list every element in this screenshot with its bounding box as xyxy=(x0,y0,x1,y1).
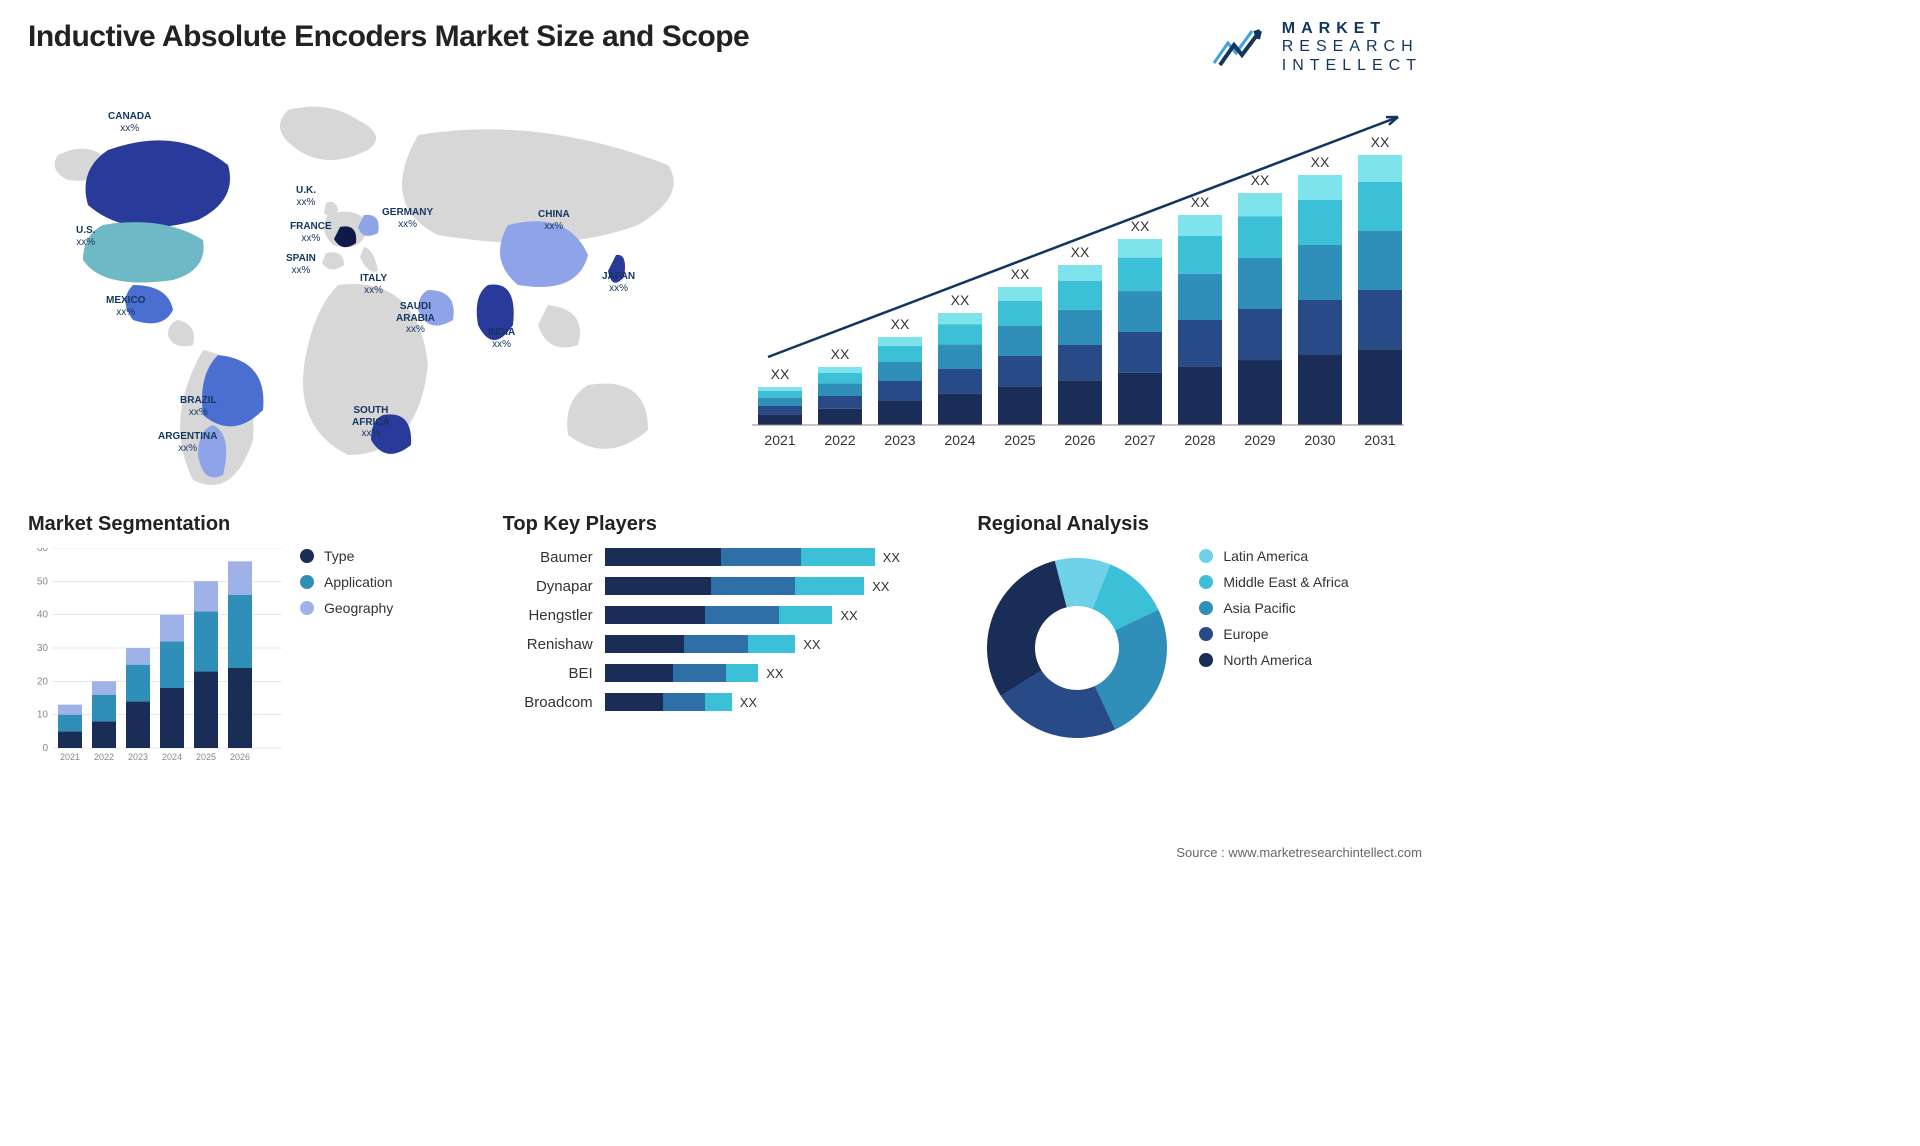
svg-text:2023: 2023 xyxy=(884,432,915,448)
segmentation-legend-item: Application xyxy=(300,574,393,590)
svg-text:XX: XX xyxy=(1071,244,1090,260)
player-name: BEI xyxy=(503,665,593,682)
map-country-label: SOUTHAFRICAxx% xyxy=(352,405,390,440)
svg-text:2026: 2026 xyxy=(230,752,250,762)
brand-logo: MARKET RESEARCH INTELLECT xyxy=(1212,20,1422,75)
logo-line1: MARKET xyxy=(1282,20,1422,38)
donut-title: Regional Analysis xyxy=(977,513,1422,536)
player-row: Dynapar XX xyxy=(503,577,948,595)
map-country-label: CANADAxx% xyxy=(108,111,151,134)
player-name: Hengstler xyxy=(503,607,593,624)
svg-text:2024: 2024 xyxy=(944,432,975,448)
segmentation-legend-item: Geography xyxy=(300,600,393,616)
svg-text:XX: XX xyxy=(831,346,850,362)
player-name: Renishaw xyxy=(503,636,593,653)
player-name: Baumer xyxy=(503,549,593,566)
svg-text:60: 60 xyxy=(37,548,49,554)
svg-text:2023: 2023 xyxy=(128,752,148,762)
svg-text:40: 40 xyxy=(37,610,49,621)
svg-text:50: 50 xyxy=(37,577,49,588)
map-country-label: ITALYxx% xyxy=(360,273,387,296)
player-row: Renishaw XX xyxy=(503,635,948,653)
svg-text:XX: XX xyxy=(1251,172,1270,188)
player-value: XX xyxy=(883,550,900,565)
player-row: Broadcom XX xyxy=(503,693,948,711)
map-country-label: JAPANxx% xyxy=(602,271,635,294)
forecast-bar-chart: XX 2021 XX 2022 XX 2023 XX 2024 XX 2025 XX 2026 XX 20… xyxy=(740,95,1410,455)
svg-text:XX: XX xyxy=(1371,134,1390,150)
svg-text:2025: 2025 xyxy=(1004,432,1035,448)
svg-text:XX: XX xyxy=(1191,194,1210,210)
players-list: BaumerXXDynaparXXHengstlerXXRenishawXXBE… xyxy=(503,548,948,711)
source-attribution: Source : www.marketresearchintellect.com xyxy=(1176,845,1422,860)
svg-text:2026: 2026 xyxy=(1064,432,1095,448)
player-name: Dynapar xyxy=(503,578,593,595)
map-country-label: SPAINxx% xyxy=(286,253,316,276)
forecast-chart-panel: XX 2021 XX 2022 XX 2023 XX 2024 XX 2025 XX 2026 XX 20… xyxy=(740,95,1422,495)
svg-text:2024: 2024 xyxy=(162,752,182,762)
map-country-label: ARGENTINAxx% xyxy=(158,431,217,454)
svg-text:2022: 2022 xyxy=(94,752,114,762)
svg-text:10: 10 xyxy=(37,710,49,721)
segmentation-title: Market Segmentation xyxy=(28,513,473,536)
map-country-label: BRAZILxx% xyxy=(180,395,217,418)
player-name: Broadcom xyxy=(503,694,593,711)
map-country-label: FRANCExx% xyxy=(290,221,332,244)
svg-text:2031: 2031 xyxy=(1364,432,1395,448)
logo-mark-icon xyxy=(1212,27,1272,69)
map-country-label: INDIAxx% xyxy=(488,327,515,350)
svg-text:XX: XX xyxy=(891,316,910,332)
svg-text:2030: 2030 xyxy=(1304,432,1335,448)
map-country-label: U.S.xx% xyxy=(76,225,95,248)
svg-text:XX: XX xyxy=(771,366,790,382)
svg-text:XX: XX xyxy=(1011,266,1030,282)
logo-line2: RESEARCH xyxy=(1282,38,1422,56)
player-value: XX xyxy=(740,695,757,710)
world-map-panel: CANADAxx% U.S.xx% MEXICOxx% BRAZILxx% ARGENT… xyxy=(28,95,710,495)
donut-legend-item: North America xyxy=(1199,652,1348,668)
svg-text:0: 0 xyxy=(42,743,48,754)
map-country-label: GERMANYxx% xyxy=(382,207,433,230)
svg-text:XX: XX xyxy=(1131,218,1150,234)
svg-text:2027: 2027 xyxy=(1124,432,1155,448)
donut-legend-item: Asia Pacific xyxy=(1199,600,1348,616)
player-row: Baumer XX xyxy=(503,548,948,566)
svg-text:2021: 2021 xyxy=(60,752,80,762)
segmentation-bar-chart: 0 10 20 30 40 50 60 2021 2022 2023 2024 2025 2026 xyxy=(28,548,282,766)
svg-text:XX: XX xyxy=(951,292,970,308)
donut-legend-item: Latin America xyxy=(1199,548,1348,564)
player-value: XX xyxy=(766,666,783,681)
player-value: XX xyxy=(840,608,857,623)
players-title: Top Key Players xyxy=(503,513,948,536)
regional-donut-chart xyxy=(977,548,1177,748)
segmentation-legend: Type Application Geography xyxy=(300,548,393,766)
svg-text:2022: 2022 xyxy=(824,432,855,448)
donut-legend-item: Europe xyxy=(1199,626,1348,642)
svg-text:30: 30 xyxy=(37,643,49,654)
segmentation-legend-item: Type xyxy=(300,548,393,564)
map-country-label: MEXICOxx% xyxy=(106,295,145,318)
svg-text:2029: 2029 xyxy=(1244,432,1275,448)
map-country-label: U.K.xx% xyxy=(296,185,316,208)
svg-text:2025: 2025 xyxy=(196,752,216,762)
svg-text:20: 20 xyxy=(37,677,49,688)
map-country-label: SAUDIARABIAxx% xyxy=(396,301,435,336)
svg-text:XX: XX xyxy=(1311,154,1330,170)
svg-text:2028: 2028 xyxy=(1184,432,1215,448)
svg-text:2021: 2021 xyxy=(764,432,795,448)
player-value: XX xyxy=(872,579,889,594)
logo-line3: INTELLECT xyxy=(1282,57,1422,75)
player-row: Hengstler XX xyxy=(503,606,948,624)
player-value: XX xyxy=(803,637,820,652)
map-country-label: CHINAxx% xyxy=(538,209,570,232)
player-row: BEI XX xyxy=(503,664,948,682)
page-title: Inductive Absolute Encoders Market Size … xyxy=(28,20,749,54)
donut-legend: Latin America Middle East & Africa Asia Pa… xyxy=(1199,548,1348,678)
donut-legend-item: Middle East & Africa xyxy=(1199,574,1348,590)
